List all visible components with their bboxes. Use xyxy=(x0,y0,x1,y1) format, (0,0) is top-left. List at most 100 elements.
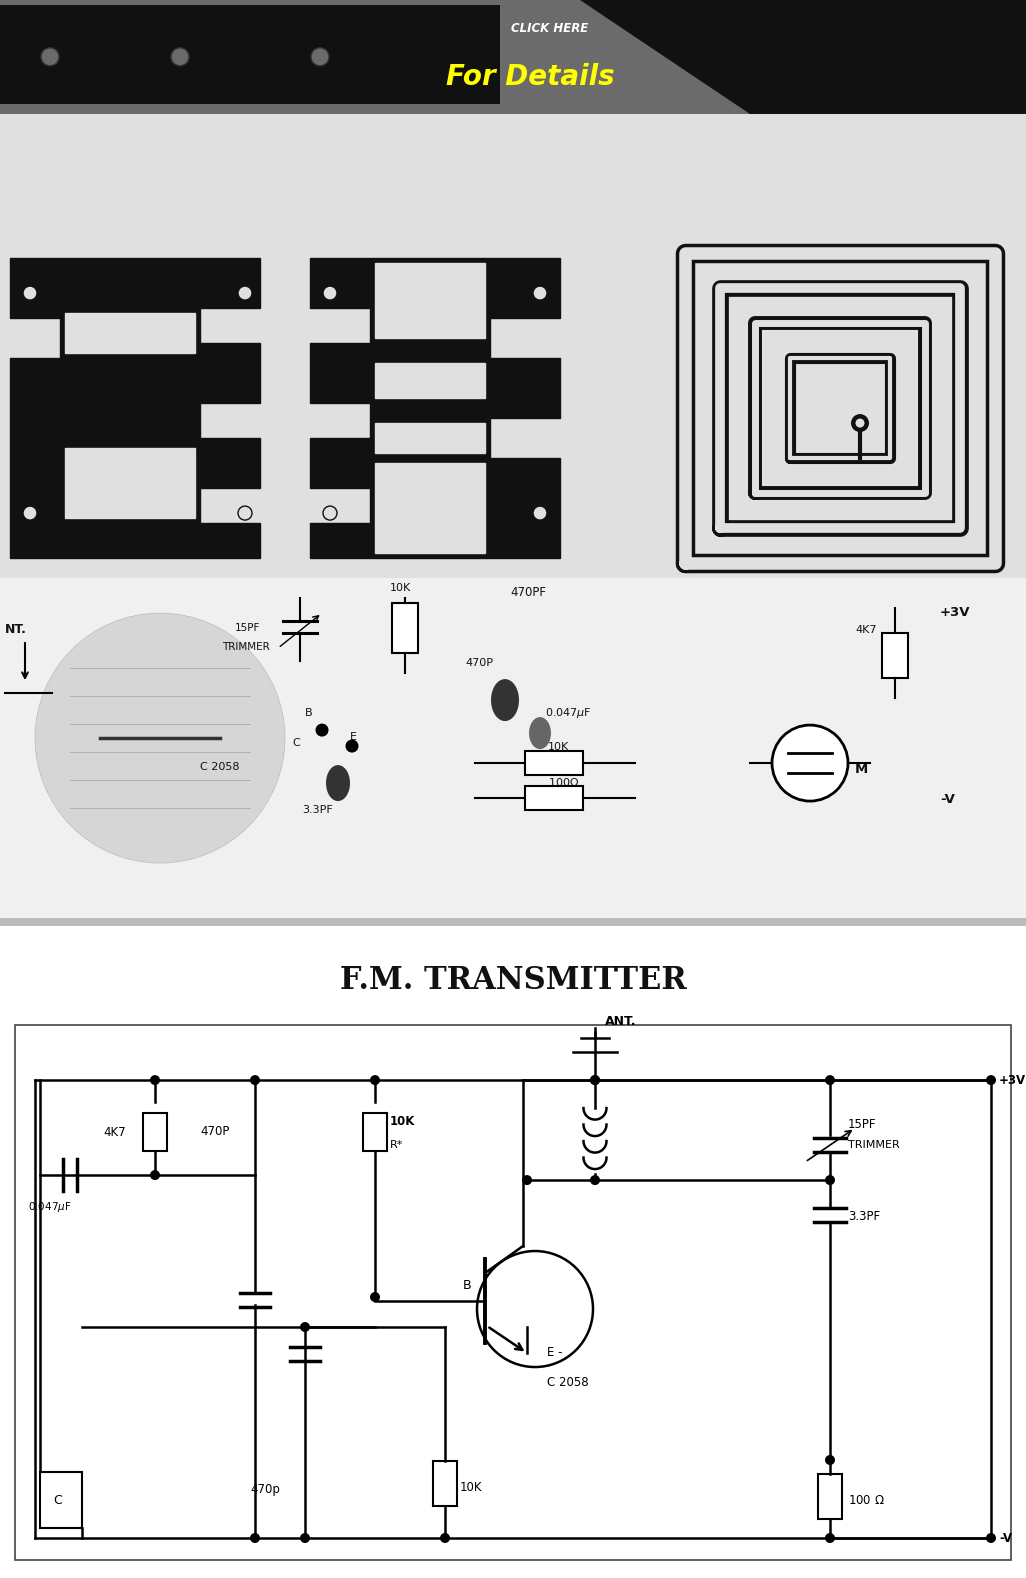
Text: C 2058: C 2058 xyxy=(547,1376,589,1389)
Polygon shape xyxy=(65,312,195,353)
Circle shape xyxy=(150,1169,160,1180)
Circle shape xyxy=(250,1532,260,1543)
Polygon shape xyxy=(374,462,485,552)
Circle shape xyxy=(323,286,337,300)
Text: E: E xyxy=(350,732,357,742)
Circle shape xyxy=(300,1322,310,1332)
Text: 10K: 10K xyxy=(390,1116,416,1128)
Ellipse shape xyxy=(326,765,350,802)
Circle shape xyxy=(825,1455,835,1464)
Circle shape xyxy=(522,1176,532,1185)
Text: 100 $\Omega$: 100 $\Omega$ xyxy=(849,1494,884,1507)
Text: 470P: 470P xyxy=(200,1125,230,1138)
Circle shape xyxy=(825,1075,835,1086)
Text: 10K: 10K xyxy=(390,584,411,593)
Circle shape xyxy=(238,286,252,300)
Circle shape xyxy=(856,418,865,428)
Circle shape xyxy=(825,1532,835,1543)
Text: CLICK HERE: CLICK HERE xyxy=(511,22,589,35)
Text: E -: E - xyxy=(547,1346,562,1359)
Text: M: M xyxy=(855,764,868,776)
Bar xyxy=(882,633,908,679)
Polygon shape xyxy=(374,363,485,398)
Bar xyxy=(525,786,583,810)
Text: 4K7: 4K7 xyxy=(855,625,876,634)
Circle shape xyxy=(590,1075,600,1086)
Text: C: C xyxy=(292,739,300,748)
Polygon shape xyxy=(310,259,560,559)
Text: 10K: 10K xyxy=(548,742,569,753)
Circle shape xyxy=(370,1292,380,1302)
Bar xyxy=(143,1112,167,1150)
Bar xyxy=(40,1472,82,1528)
Text: R*: R* xyxy=(390,1139,403,1150)
Circle shape xyxy=(590,1176,600,1185)
Circle shape xyxy=(150,1075,160,1086)
Bar xyxy=(0,0,1026,114)
Circle shape xyxy=(238,507,252,521)
Text: 3.3PF: 3.3PF xyxy=(849,1210,880,1223)
Text: 10K: 10K xyxy=(460,1482,482,1494)
Text: 4K7: 4K7 xyxy=(103,1125,125,1139)
Bar xyxy=(433,1461,457,1505)
Text: NT.: NT. xyxy=(5,623,27,636)
Text: -V: -V xyxy=(940,794,955,806)
Text: C 2058: C 2058 xyxy=(200,762,239,772)
Text: 0.047$\mu$F: 0.047$\mu$F xyxy=(545,705,592,720)
Text: B: B xyxy=(463,1280,472,1292)
Circle shape xyxy=(772,724,849,802)
Circle shape xyxy=(323,507,337,521)
Circle shape xyxy=(370,1075,380,1086)
Bar xyxy=(525,751,583,775)
Circle shape xyxy=(23,507,37,521)
Text: ANT.: ANT. xyxy=(605,1015,636,1029)
Text: +3V: +3V xyxy=(940,606,971,619)
Bar xyxy=(363,1112,387,1150)
Text: 470P: 470P xyxy=(465,658,494,667)
Polygon shape xyxy=(580,0,1026,114)
Ellipse shape xyxy=(491,679,519,721)
Circle shape xyxy=(986,1532,996,1543)
Ellipse shape xyxy=(529,716,551,750)
Polygon shape xyxy=(374,264,485,338)
Circle shape xyxy=(590,1075,600,1086)
Bar xyxy=(818,1474,842,1518)
Text: 470PF: 470PF xyxy=(510,585,546,600)
Text: 470p: 470p xyxy=(250,1483,280,1496)
Circle shape xyxy=(532,507,547,521)
Circle shape xyxy=(851,413,869,432)
Text: TRIMMER: TRIMMER xyxy=(849,1139,900,1150)
Text: +3V: +3V xyxy=(999,1073,1026,1087)
Circle shape xyxy=(825,1176,835,1185)
Text: 0.047$\mu$F: 0.047$\mu$F xyxy=(28,1201,72,1213)
Polygon shape xyxy=(374,423,485,453)
Circle shape xyxy=(35,614,285,863)
Text: -V: -V xyxy=(999,1532,1012,1545)
Text: TRIMMER: TRIMMER xyxy=(222,642,270,652)
Text: 3.3PF: 3.3PF xyxy=(302,805,332,816)
Text: B: B xyxy=(305,709,313,718)
Text: 15PF: 15PF xyxy=(235,623,261,633)
Circle shape xyxy=(316,724,328,737)
Bar xyxy=(15,1026,1011,1561)
Text: 15PF: 15PF xyxy=(849,1119,876,1131)
Circle shape xyxy=(986,1075,996,1086)
Bar xyxy=(0,114,1026,578)
Circle shape xyxy=(300,1532,310,1543)
Circle shape xyxy=(346,740,358,753)
Text: 100$\Omega$: 100$\Omega$ xyxy=(548,776,580,787)
Bar xyxy=(0,918,1026,926)
Circle shape xyxy=(171,47,189,66)
Circle shape xyxy=(532,286,547,300)
Bar xyxy=(0,5,500,104)
Bar xyxy=(392,603,418,653)
Polygon shape xyxy=(65,448,195,518)
Text: C: C xyxy=(53,1493,63,1507)
Circle shape xyxy=(250,1075,260,1086)
Text: For Details: For Details xyxy=(445,63,615,92)
Circle shape xyxy=(311,47,329,66)
Bar xyxy=(0,578,1026,918)
Polygon shape xyxy=(10,259,260,559)
Circle shape xyxy=(23,286,37,300)
Circle shape xyxy=(440,1532,450,1543)
